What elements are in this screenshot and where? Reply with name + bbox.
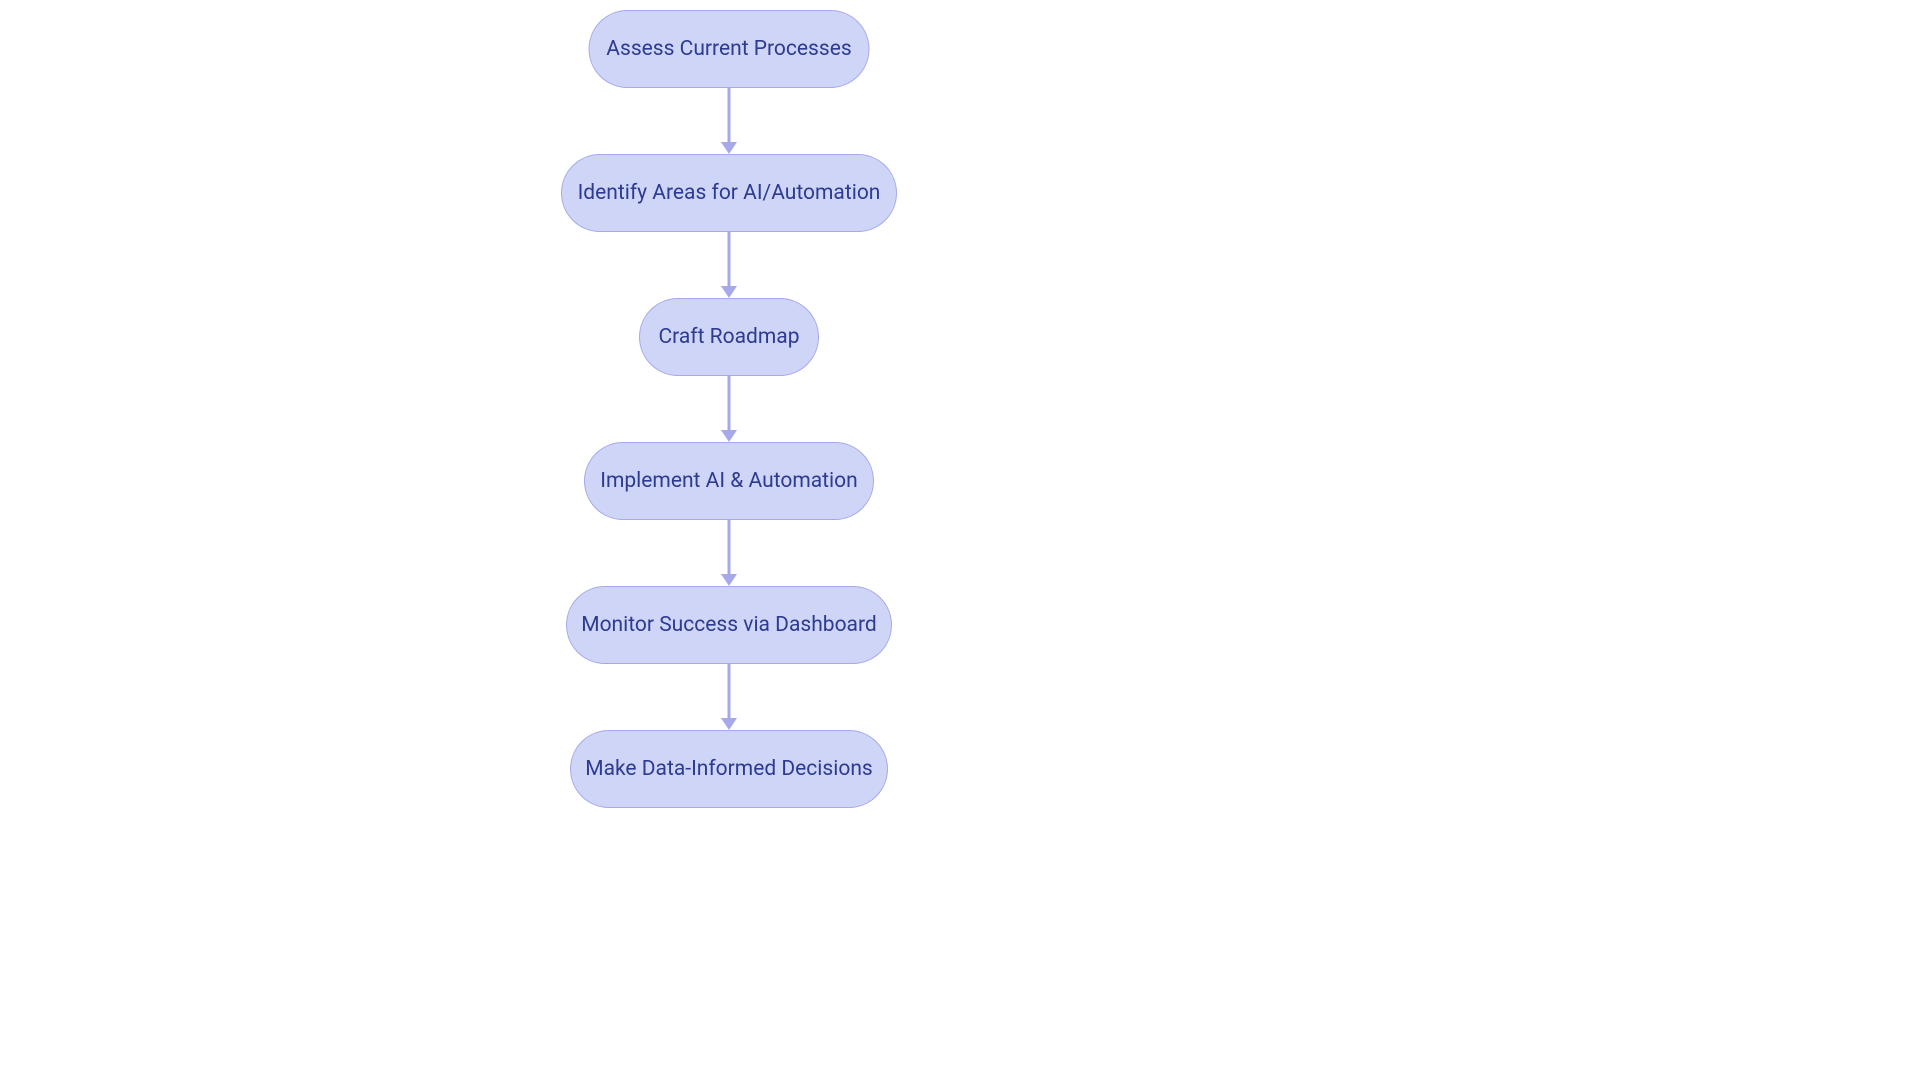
flowchart-canvas: Assess Current Processes Identify Areas f… [0, 0, 1920, 1083]
flow-node-n3: Craft Roadmap [639, 298, 819, 376]
flow-node-label: Assess Current Processes [606, 37, 851, 61]
flow-node-label: Implement AI & Automation [600, 469, 857, 493]
flow-edge-n2-n3 [728, 232, 731, 286]
flow-node-label: Make Data-Informed Decisions [585, 757, 873, 781]
flow-node-label: Identify Areas for AI/Automation [578, 181, 881, 205]
flow-edge-n4-n5 [728, 520, 731, 574]
flow-node-n4: Implement AI & Automation [584, 442, 874, 520]
arrow-head-icon [721, 142, 737, 154]
flow-edge-n1-n2 [728, 88, 731, 142]
flow-edge-n3-n4 [728, 376, 731, 430]
arrow-head-icon [721, 718, 737, 730]
flow-node-n1: Assess Current Processes [589, 10, 870, 88]
flow-node-label: Monitor Success via Dashboard [581, 613, 877, 637]
arrow-head-icon [721, 430, 737, 442]
flow-node-n6: Make Data-Informed Decisions [570, 730, 888, 808]
flow-node-label: Craft Roadmap [659, 325, 800, 349]
flow-edge-n5-n6 [728, 664, 731, 718]
flow-node-n2: Identify Areas for AI/Automation [561, 154, 897, 232]
flow-node-n5: Monitor Success via Dashboard [566, 586, 892, 664]
arrow-head-icon [721, 574, 737, 586]
arrow-head-icon [721, 286, 737, 298]
